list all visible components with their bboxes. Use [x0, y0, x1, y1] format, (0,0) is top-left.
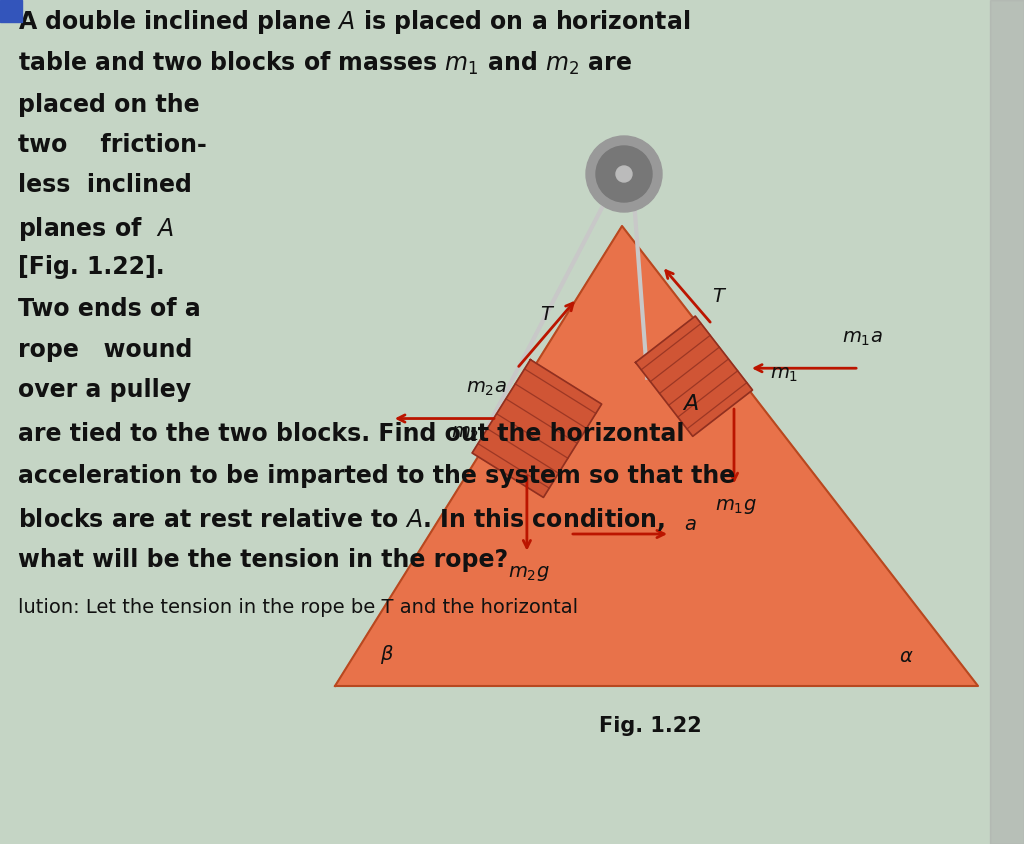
Text: what will be the tension in the rope?: what will be the tension in the rope? — [18, 548, 508, 572]
Text: placed on the: placed on the — [18, 93, 200, 117]
Text: $m_2a$: $m_2a$ — [467, 379, 507, 398]
Text: blocks are at rest relative to $A$. In this condition,: blocks are at rest relative to $A$. In t… — [18, 506, 665, 533]
Text: Two ends of a: Two ends of a — [18, 297, 201, 321]
Text: are tied to the two blocks. Find out the horizontal: are tied to the two blocks. Find out the… — [18, 422, 684, 446]
Text: acceleration to be imparted to the system so that the: acceleration to be imparted to the syste… — [18, 464, 735, 488]
Circle shape — [616, 166, 632, 182]
Circle shape — [586, 136, 662, 212]
Circle shape — [596, 146, 652, 202]
Text: [Fig. 1.22].: [Fig. 1.22]. — [18, 255, 165, 279]
Text: over a pulley: over a pulley — [18, 378, 191, 402]
Text: table and two blocks of masses $m_1$ and $m_2$ are: table and two blocks of masses $m_1$ and… — [18, 50, 632, 77]
Text: $m_2g$: $m_2g$ — [508, 564, 550, 583]
Polygon shape — [335, 226, 978, 686]
Text: $m_1a$: $m_1a$ — [842, 328, 883, 348]
Text: $\beta$: $\beta$ — [380, 642, 394, 666]
Text: $m_1g$: $m_1g$ — [715, 497, 757, 516]
Text: $a$: $a$ — [684, 515, 696, 533]
Text: less  inclined: less inclined — [18, 173, 191, 197]
Text: $m_1$: $m_1$ — [770, 365, 798, 384]
Text: lution: Let the tension in the rope be T and the horizontal: lution: Let the tension in the rope be T… — [18, 598, 579, 617]
Text: Fig. 1.22: Fig. 1.22 — [599, 716, 701, 736]
Text: $T$: $T$ — [713, 286, 728, 306]
Text: $\alpha$: $\alpha$ — [899, 647, 913, 666]
Text: two    friction-: two friction- — [18, 133, 207, 157]
Bar — [990, 0, 1024, 844]
Polygon shape — [636, 316, 753, 436]
Text: planes of  $A$: planes of $A$ — [18, 215, 174, 243]
Text: $m_2$: $m_2$ — [451, 424, 479, 443]
Text: rope   wound: rope wound — [18, 338, 193, 362]
Polygon shape — [472, 360, 602, 497]
Text: $T$: $T$ — [541, 305, 556, 323]
Bar — [0, 0, 22, 22]
Text: A double inclined plane $A$ is placed on a horizontal: A double inclined plane $A$ is placed on… — [18, 8, 690, 36]
Text: $A$: $A$ — [682, 394, 698, 414]
